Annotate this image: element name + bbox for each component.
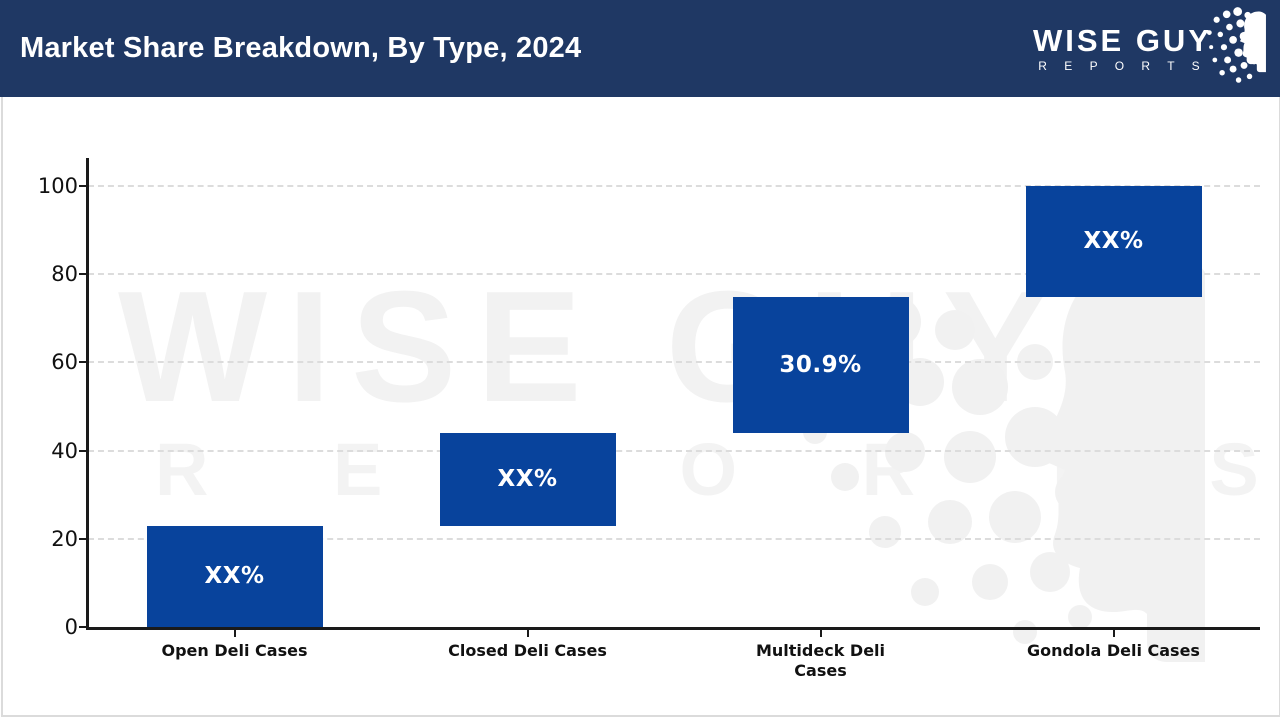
- y-tick-label-100: 100: [37, 174, 78, 198]
- bar-value-label: XX%: [1083, 228, 1144, 255]
- x-category-label: Gondola Deli Cases: [1027, 641, 1200, 660]
- chart-title: Market Share Breakdown, By Type, 2024: [20, 32, 582, 64]
- x-tick-1: [526, 630, 529, 637]
- y-tick-100: [79, 185, 87, 187]
- x-category-label: Open Deli Cases: [161, 641, 308, 660]
- brand-logo-text: WISE GUY R E P O R T S: [1033, 25, 1212, 72]
- y-tick-label-60: 60: [51, 350, 78, 375]
- y-tick-60: [79, 361, 87, 364]
- y-tick-40: [79, 449, 87, 452]
- y-tick-20: [79, 537, 87, 540]
- gridline-60: [88, 361, 1260, 364]
- header-bar: Market Share Breakdown, By Type, 2024: [0, 0, 1280, 97]
- watermark-layer: WISE GUY R E P O R T S: [0, 97, 1280, 717]
- gridline-80: [88, 273, 1260, 276]
- bar-multideck-deli-cases: 30.9%: [732, 296, 909, 433]
- y-tick-0: [79, 626, 87, 628]
- gridline-100: [88, 185, 1260, 187]
- y-tick-label-40: 40: [51, 438, 78, 463]
- bar-open-deli-cases: XX%: [146, 525, 323, 627]
- x-tick-0: [233, 630, 236, 637]
- bar-value-label: XX%: [204, 563, 265, 590]
- x-axis-line: [86, 627, 1260, 630]
- bar-value-label: 30.9%: [779, 351, 862, 378]
- bar-gondola-deli-cases: XX%: [1025, 186, 1202, 297]
- bar-closed-deli-cases: XX%: [439, 432, 616, 526]
- x-tick-3: [1112, 630, 1115, 637]
- y-tick-label-80: 80: [51, 262, 78, 287]
- y-tick-80: [79, 273, 87, 276]
- bar-value-label: XX%: [497, 466, 558, 493]
- x-category-label: Multideck Deli Cases: [755, 641, 886, 680]
- gridline-20: [88, 537, 1260, 540]
- x-category-label: Closed Deli Cases: [448, 641, 607, 660]
- gridline-40: [88, 449, 1260, 452]
- brand-head-icon: [1206, 6, 1266, 83]
- y-axis-line: [86, 158, 89, 629]
- y-tick-label-20: 20: [51, 526, 78, 551]
- brand-subtitle: R E P O R T S: [1038, 59, 1207, 73]
- brand-name: WISE GUY: [1032, 23, 1212, 58]
- brand-logo: WISE GUY R E P O R T S: [1033, 0, 1266, 97]
- x-tick-2: [819, 630, 822, 637]
- watermark-head-icon: [779, 252, 1205, 662]
- y-tick-label-0: 0: [64, 615, 78, 639]
